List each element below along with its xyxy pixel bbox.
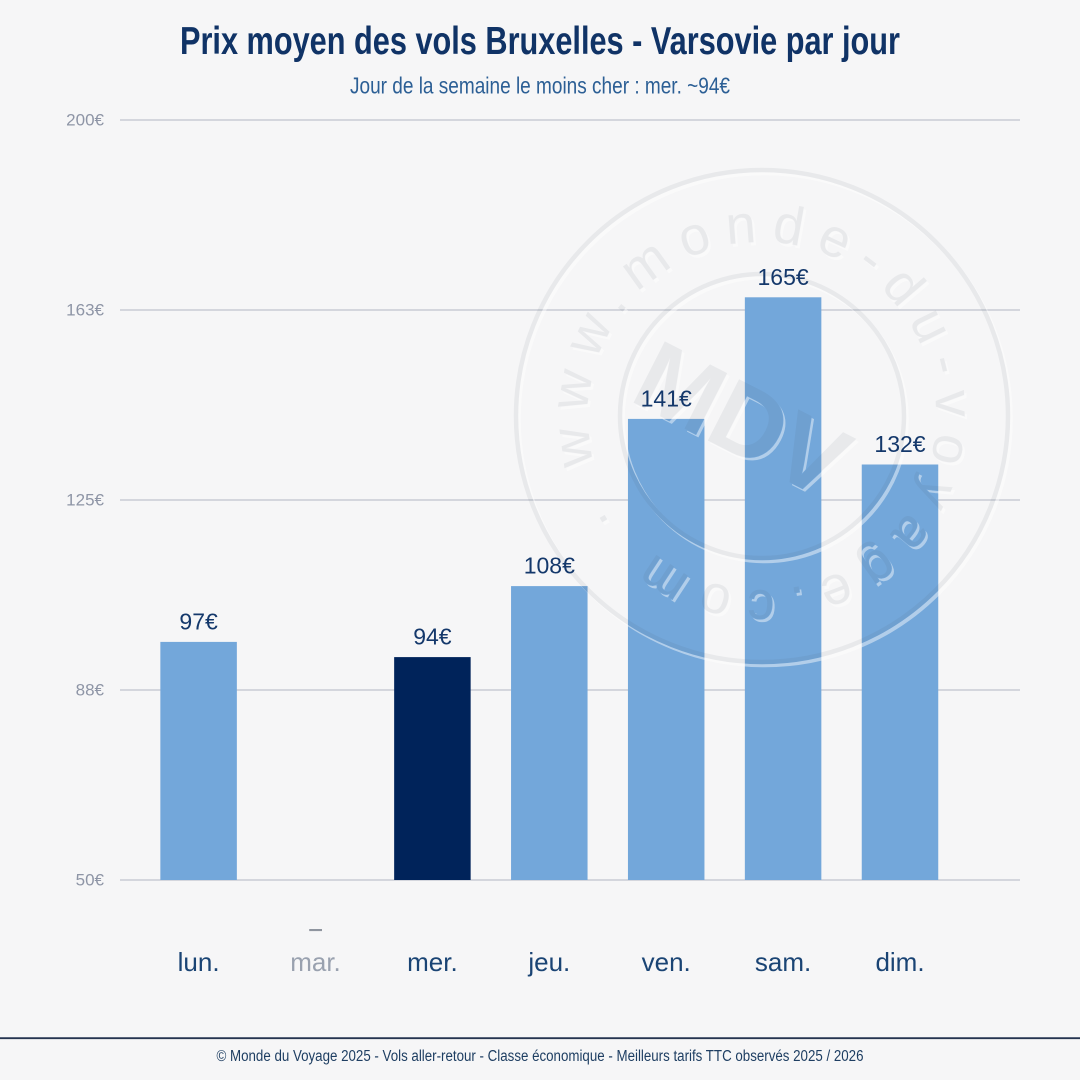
svg-text:dim.: dim. — [875, 947, 924, 977]
svg-text:141€: 141€ — [641, 385, 692, 411]
svg-text:mar.: mar. — [290, 947, 341, 977]
svg-text:Jour de la semaine le moins ch: Jour de la semaine le moins cher : mer. … — [350, 73, 730, 99]
svg-text:132€: 132€ — [874, 431, 925, 457]
svg-text:200€: 200€ — [66, 111, 104, 130]
svg-text:125€: 125€ — [66, 491, 104, 510]
svg-text:165€: 165€ — [758, 264, 809, 290]
svg-text:163€: 163€ — [66, 301, 104, 320]
svg-text:© Monde du Voyage 2025 - Vols: © Monde du Voyage 2025 - Vols aller-reto… — [217, 1048, 864, 1065]
svg-text:mer.: mer. — [407, 947, 458, 977]
svg-text:sam.: sam. — [755, 947, 811, 977]
svg-text:88€: 88€ — [76, 681, 105, 700]
svg-text:lun.: lun. — [178, 947, 220, 977]
svg-text:108€: 108€ — [524, 553, 575, 579]
svg-text:jeu.: jeu. — [527, 947, 570, 977]
svg-text:ven.: ven. — [642, 947, 691, 977]
svg-text:Prix moyen des vols Bruxelles: Prix moyen des vols Bruxelles - Varsovie… — [180, 20, 900, 63]
svg-text:94€: 94€ — [413, 624, 452, 650]
svg-text:50€: 50€ — [76, 871, 105, 890]
svg-text:97€: 97€ — [179, 608, 218, 634]
